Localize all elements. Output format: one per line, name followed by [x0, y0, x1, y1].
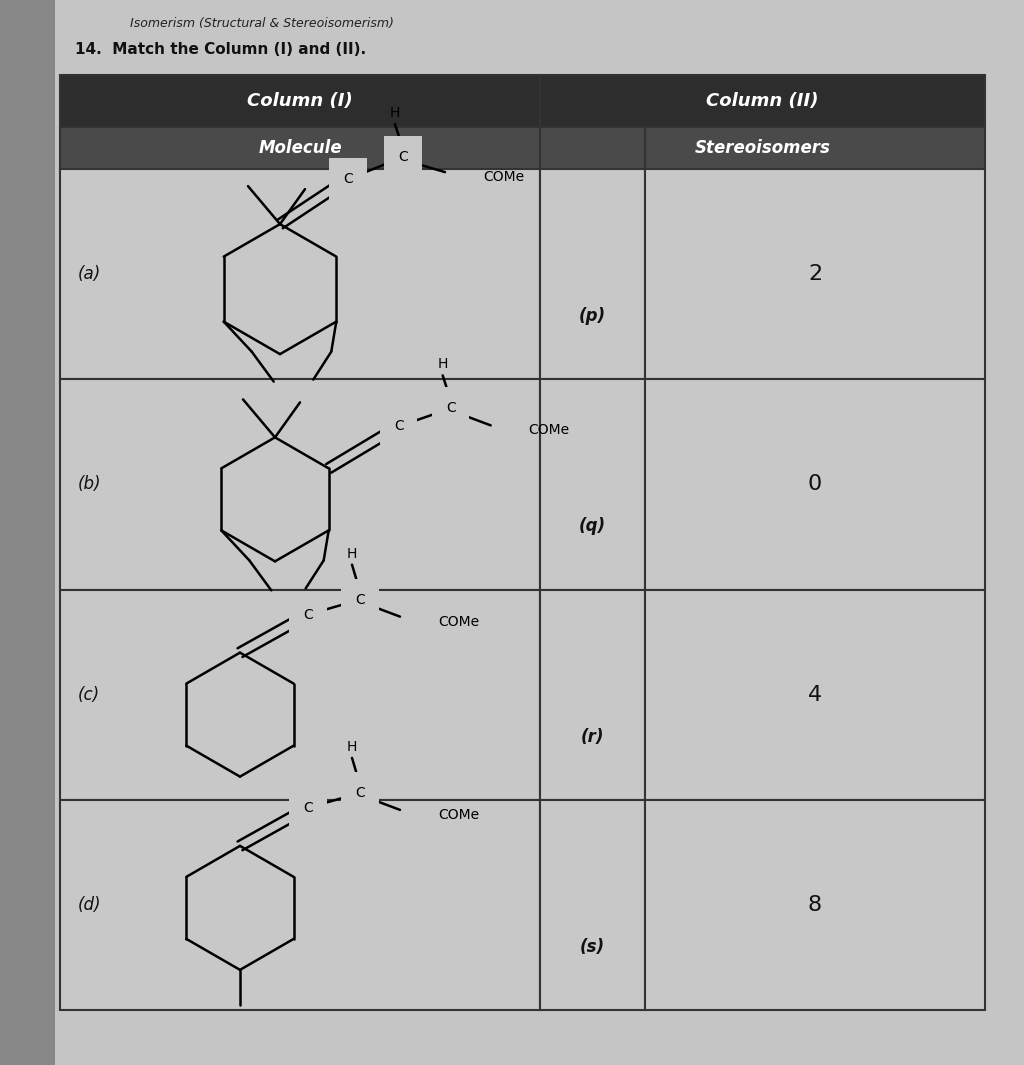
- Text: (r): (r): [581, 727, 604, 746]
- Bar: [540, 169, 645, 379]
- Text: C: C: [343, 173, 353, 186]
- Bar: [645, 379, 985, 590]
- Text: 2: 2: [808, 264, 822, 284]
- Text: Stereoisomers: Stereoisomers: [694, 140, 830, 157]
- Text: 14.  Match the Column (I) and (II).: 14. Match the Column (I) and (II).: [75, 43, 367, 58]
- Text: C: C: [355, 592, 365, 607]
- Bar: [540, 379, 645, 590]
- Bar: [540, 75, 985, 127]
- Text: C: C: [303, 608, 313, 622]
- Text: (d): (d): [78, 896, 101, 914]
- Text: C: C: [398, 150, 408, 164]
- Text: (a): (a): [78, 265, 101, 283]
- Bar: [540, 800, 645, 1010]
- Bar: [645, 800, 985, 1010]
- Text: H: H: [347, 546, 357, 560]
- Bar: [60, 169, 540, 379]
- Bar: [0, 0, 55, 1065]
- Text: (c): (c): [78, 686, 100, 704]
- Text: C: C: [355, 786, 365, 800]
- Text: Column (II): Column (II): [707, 92, 819, 110]
- Text: H: H: [437, 358, 447, 372]
- Text: 4: 4: [808, 685, 822, 705]
- Text: COMe: COMe: [438, 808, 479, 822]
- Text: H: H: [390, 106, 400, 120]
- Text: COMe: COMe: [528, 424, 569, 438]
- Bar: [60, 590, 540, 800]
- Bar: [60, 127, 540, 169]
- Text: (b): (b): [78, 475, 101, 493]
- Bar: [60, 379, 540, 590]
- Text: C: C: [303, 801, 313, 815]
- Bar: [60, 75, 540, 127]
- Bar: [645, 127, 985, 169]
- Bar: [645, 169, 985, 379]
- Text: C: C: [394, 420, 403, 433]
- Bar: [645, 590, 985, 800]
- Text: COMe: COMe: [483, 170, 524, 184]
- Text: Isomerism (Structural & Stereoisomerism): Isomerism (Structural & Stereoisomerism): [130, 16, 394, 30]
- Text: COMe: COMe: [438, 615, 479, 628]
- Text: C: C: [445, 402, 456, 415]
- Text: H: H: [347, 740, 357, 754]
- Text: 0: 0: [808, 474, 822, 494]
- Bar: [60, 800, 540, 1010]
- Bar: [540, 590, 645, 800]
- Text: Column (I): Column (I): [247, 92, 353, 110]
- Text: (q): (q): [579, 518, 606, 536]
- Bar: [540, 127, 645, 169]
- Text: Molecule: Molecule: [258, 140, 342, 157]
- Text: 8: 8: [808, 895, 822, 915]
- Text: (s): (s): [580, 938, 605, 956]
- Text: (p): (p): [579, 307, 606, 325]
